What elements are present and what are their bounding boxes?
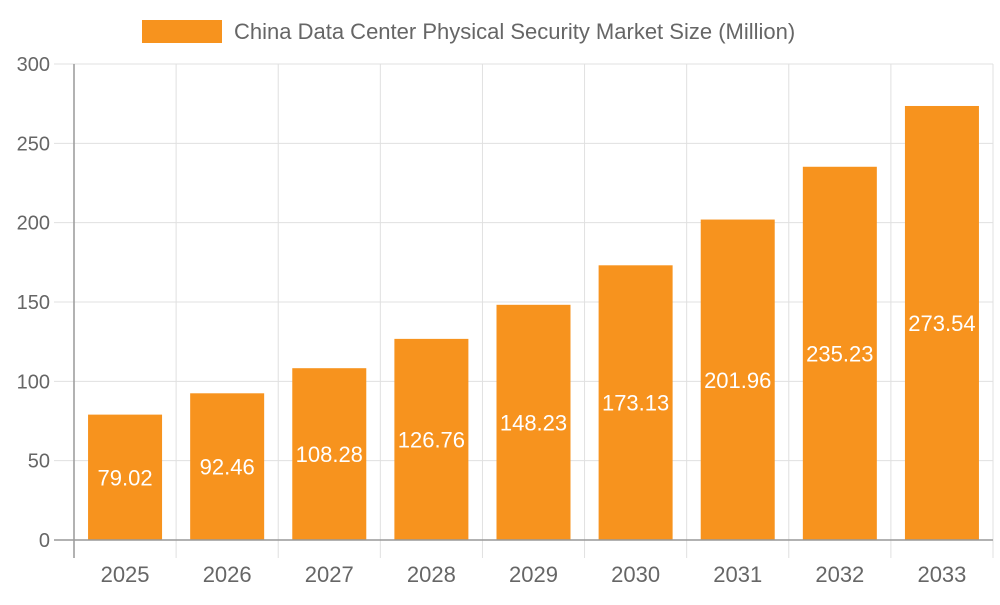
data-label: 148.23 [500,410,567,435]
x-tick-label: 2031 [713,562,762,587]
data-label: 92.46 [200,455,255,480]
legend-swatch [142,20,222,43]
data-label: 126.76 [398,427,465,452]
x-tick-label: 2033 [917,562,966,587]
data-label: 273.54 [908,311,975,336]
y-tick-label: 100 [17,371,50,393]
data-labels: 79.02 92.46 108.28 126.76 148.23 173.13 201.96… [98,311,976,490]
data-label: 201.96 [704,368,771,393]
y-tick-label: 250 [17,133,50,155]
x-tick-label: 2028 [407,562,456,587]
x-tick-label: 2027 [305,562,354,587]
y-tick-label: 150 [17,292,50,314]
x-tick-label: 2029 [509,562,558,587]
y-tick-label: 50 [28,451,50,473]
legend-label: China Data Center Physical Security Mark… [234,19,795,44]
legend[interactable]: China Data Center Physical Security Mark… [142,19,795,44]
x-tick-label: 2032 [815,562,864,587]
y-tick-label: 200 [17,213,50,235]
x-tick-label: 2025 [101,562,150,587]
bar [904,105,979,540]
axes: 0 50 100 150 200 250 300 2025 2026 2027 2028 2029 20… [17,54,993,587]
bars [88,105,979,540]
x-tick-label: 2026 [203,562,252,587]
bar [88,414,163,540]
data-label: 108.28 [296,442,363,467]
bar [802,166,877,540]
x-tick-label: 2030 [611,562,660,587]
bar [292,368,367,540]
bar [598,265,673,540]
bar [190,393,265,540]
y-tick-label: 0 [39,530,50,552]
bar [700,219,775,540]
y-tick-label: 300 [17,54,50,76]
data-label: 235.23 [806,341,873,366]
bar [496,304,571,540]
data-label: 79.02 [98,465,153,490]
data-label: 173.13 [602,391,669,416]
grid [54,63,994,558]
bar [394,338,469,540]
